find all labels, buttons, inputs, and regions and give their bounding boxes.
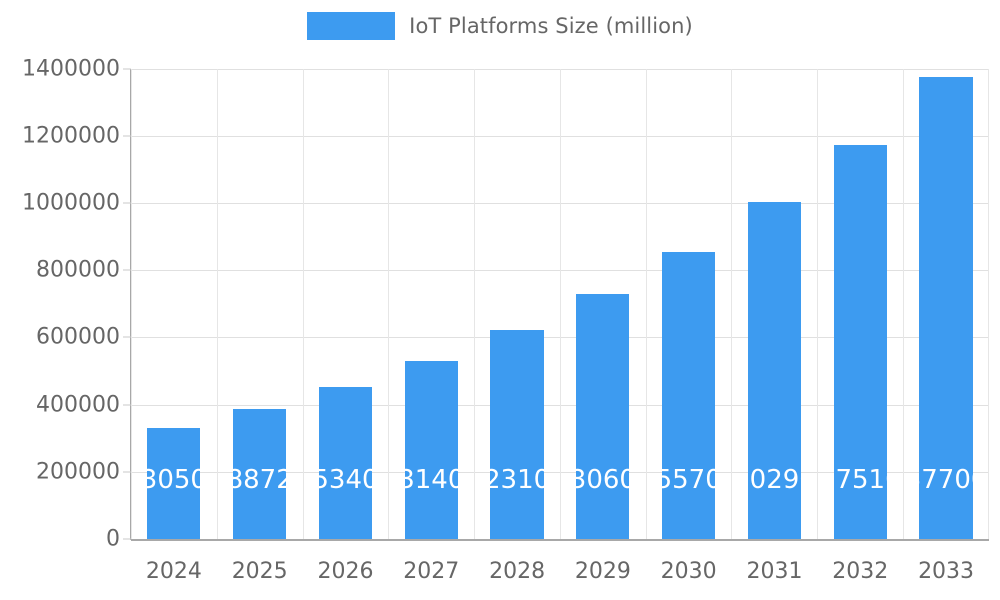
bar-2027[interactable]: 531400 xyxy=(404,360,458,539)
legend-item-iot-platforms-size[interactable]: IoT Platforms Size (million) xyxy=(307,12,693,40)
bar-slot-2027: 531400 xyxy=(388,69,474,539)
y-tick-label-400000: 400000 xyxy=(36,392,120,418)
x-tick-slot-2028: 2028 xyxy=(474,545,560,595)
bar-slot-2030: 855700 xyxy=(646,69,732,539)
x-tick-label-2026: 2026 xyxy=(317,559,374,584)
legend-label: IoT Platforms Size (million) xyxy=(409,14,693,38)
vgridline-1 xyxy=(217,69,218,539)
y-tick-label-0: 0 xyxy=(106,526,120,552)
x-tick-slot-2026: 2026 xyxy=(303,545,389,595)
bar-slot-2024: 330500 xyxy=(131,69,217,539)
vgridline-7 xyxy=(731,69,732,539)
bar-slot-2026: 453400 xyxy=(303,69,389,539)
bar-2029[interactable]: 730600 xyxy=(576,293,630,539)
vgridline-4 xyxy=(474,69,475,539)
bar-value-label-2033: 1377000 xyxy=(919,465,972,495)
bar-slot-2031: 1002900 xyxy=(732,69,818,539)
vgridline-10 xyxy=(988,69,989,539)
bar-2031[interactable]: 1002900 xyxy=(747,202,802,539)
x-tick-label-2030: 2030 xyxy=(660,559,717,584)
bar-value-label-2029: 730600 xyxy=(576,465,630,495)
bar-2030[interactable]: 855700 xyxy=(662,251,716,539)
x-axis-ticks: 2024 2025 2026 2027 2028 2029 2030 2031 … xyxy=(131,545,989,595)
x-tick-slot-2027: 2027 xyxy=(388,545,474,595)
y-axis-line xyxy=(130,69,131,540)
y-tick-label-600000: 600000 xyxy=(36,324,120,350)
x-tick-label-2025: 2025 xyxy=(231,559,288,584)
chart-legend: IoT Platforms Size (million) xyxy=(0,8,1000,44)
bar-series-iot-platforms-size: 330500 388720 453400 531400 623100 73060 xyxy=(131,69,989,539)
bar-slot-2025: 388720 xyxy=(217,69,303,539)
bar-slot-2029: 730600 xyxy=(560,69,646,539)
x-tick-label-2024: 2024 xyxy=(145,559,202,584)
bar-value-label-2026: 453400 xyxy=(318,465,373,495)
y-tick-label-800000: 800000 xyxy=(36,257,120,283)
plot-area xyxy=(131,69,989,539)
bar-2028[interactable]: 623100 xyxy=(490,329,544,539)
vgridline-2 xyxy=(303,69,304,539)
x-tick-label-2031: 2031 xyxy=(746,559,803,584)
x-tick-label-2027: 2027 xyxy=(403,559,460,584)
vgridline-6 xyxy=(646,69,647,539)
x-tick-label-2032: 2032 xyxy=(832,559,889,584)
x-tick-slot-2032: 2032 xyxy=(817,545,903,595)
vgridline-3 xyxy=(388,69,389,539)
bar-slot-2033: 1377000 xyxy=(903,69,989,539)
y-tick-label-200000: 200000 xyxy=(36,459,120,485)
bar-2026[interactable]: 453400 xyxy=(318,386,373,539)
bar-slot-2028: 623100 xyxy=(474,69,560,539)
bar-value-label-2030: 855700 xyxy=(662,465,716,495)
bar-2025[interactable]: 388720 xyxy=(233,408,287,539)
bar-2033[interactable]: 1377000 xyxy=(919,76,973,539)
vgridline-8 xyxy=(817,69,818,539)
x-axis-line xyxy=(131,539,989,541)
x-tick-label-2029: 2029 xyxy=(574,559,631,584)
vgridline-9 xyxy=(903,69,904,539)
bar-value-label-2031: 1002900 xyxy=(748,465,801,495)
bar-2032[interactable]: 1175100 xyxy=(833,144,887,539)
x-tick-slot-2029: 2029 xyxy=(560,545,646,595)
bar-value-label-2024: 330500 xyxy=(147,465,201,495)
x-tick-label-2033: 2033 xyxy=(918,559,975,584)
vgridline-0 xyxy=(131,69,132,539)
bar-value-label-2032: 1175100 xyxy=(834,465,887,495)
bar-2024[interactable]: 330500 xyxy=(147,428,201,539)
x-tick-label-2028: 2028 xyxy=(489,559,546,584)
x-tick-slot-2031: 2031 xyxy=(732,545,818,595)
y-tick-label-1000000: 1000000 xyxy=(22,190,120,216)
bar-slot-2032: 1175100 xyxy=(817,69,903,539)
x-tick-slot-2030: 2030 xyxy=(646,545,732,595)
vgridline-5 xyxy=(560,69,561,539)
x-tick-slot-2025: 2025 xyxy=(217,545,303,595)
legend-color-swatch xyxy=(307,12,396,40)
y-tick-label-1200000: 1200000 xyxy=(22,123,120,149)
x-tick-slot-2033: 2033 xyxy=(903,545,989,595)
bar-value-label-2027: 531400 xyxy=(404,465,458,495)
bar-value-label-2025: 388720 xyxy=(233,465,287,495)
x-tick-slot-2024: 2024 xyxy=(131,545,217,595)
bar-value-label-2028: 623100 xyxy=(490,465,544,495)
y-tick-label-1400000: 1400000 xyxy=(22,56,120,82)
